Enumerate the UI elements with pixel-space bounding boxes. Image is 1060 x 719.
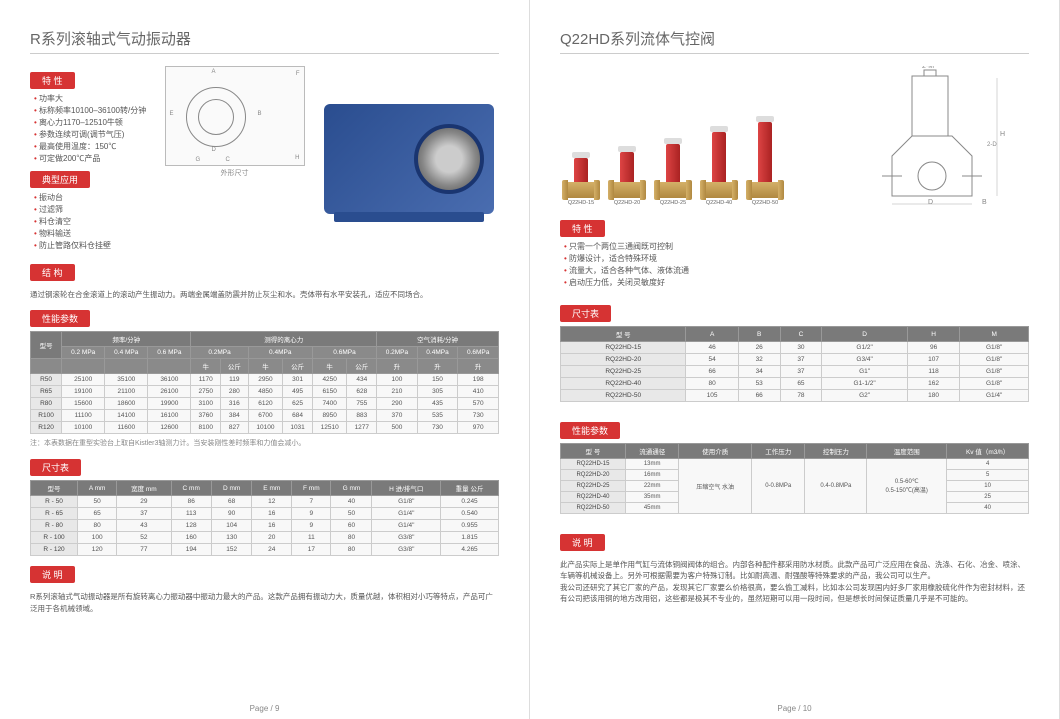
dim-caption: 外形尺寸 (221, 168, 249, 178)
page-right: Q22HD系列流体气控阀 Q22HD-15Q22HD-20Q22HD-25Q22… (530, 0, 1060, 719)
table-row: R651910021100261002750280485049561506282… (31, 386, 499, 398)
valve-item: Q22HD-50 (744, 116, 786, 206)
list-item: 振动台 (34, 192, 150, 204)
size-tag-right: 尺寸表 (560, 305, 611, 322)
list-item: 功率大 (34, 93, 150, 105)
table-row: R502510035100361001170119295030142504341… (31, 374, 499, 386)
valve-item: Q22HD-25 (652, 138, 694, 206)
svg-text:H: H (1000, 131, 1005, 138)
table-row: RQ22HD-501056678G2"180G1/4" (561, 390, 1029, 402)
desc-tag-right: 说 明 (560, 534, 605, 551)
features-list-right: 只需一个两位三通阀既可控制防爆设计，适合特殊环境流量大，适合各种气体、液体流通启… (560, 241, 1029, 289)
valve-item: Q22HD-15 (560, 152, 602, 206)
size-table: 型号A mm宽度 mmC mmD mmE mmF mmG mmH 进/排气口重量… (30, 480, 499, 556)
valve-row: Q22HD-15Q22HD-20Q22HD-25Q22HD-40Q22HD-50… (560, 66, 1029, 206)
features-tag: 特 性 (30, 72, 75, 89)
size-table-right: 型 号ABCDHMRQ22HD-15462630G1/2"96G1/8"RQ22… (560, 326, 1029, 402)
list-item: 物料输送 (34, 228, 150, 240)
table-row: RQ22HD-25663437G1"118G1/8" (561, 366, 1029, 378)
page-number-left: Page / 9 (250, 704, 280, 713)
table-row: R100111001410016100376038467006848950883… (31, 410, 499, 422)
table-row: R - 6565371139016950G1/4"0.540 (31, 508, 499, 520)
table-row: R - 12012077194152241780G3/8"4.265 (31, 544, 499, 556)
svg-text:D: D (928, 199, 933, 206)
list-item: 离心力1170–12510牛顿 (34, 117, 150, 129)
features-tag-right: 特 性 (560, 220, 605, 237)
size-tag-left: 尺寸表 (30, 459, 81, 476)
valve-images: Q22HD-15Q22HD-20Q22HD-25Q22HD-40Q22HD-50 (560, 66, 830, 206)
list-item: 启动压力低，关闭灵敏度好 (564, 277, 1029, 289)
list-item: 流量大，适合各种气体、液体流通 (564, 265, 1029, 277)
perf-note: 注：本表数据在重型实验台上取自Kistler3轴测力计。当安装刚性差时频率和力值… (30, 438, 499, 448)
struct-tag: 结 构 (30, 264, 75, 281)
list-item: 只需一个两位三通阀既可控制 (564, 241, 1029, 253)
perf-tag-right: 性能参数 (560, 422, 620, 439)
page-title-right: Q22HD系列流体气控阀 (560, 28, 1029, 54)
perf-tag: 性能参数 (30, 310, 90, 327)
table-row: R - 10010052160130201180G3/8"1.815 (31, 532, 499, 544)
desc-text-left: R系列滚轴式气动振动器是所有旋转离心力振动器中振动力最大的产品。这款产品拥有振动… (30, 591, 499, 614)
dimension-drawing: A B E G C D F H (165, 66, 305, 166)
list-item: 参数连续可调(调节气压) (34, 129, 150, 141)
features-list: 功率大标称频率10100–36100转/分钟离心力1170–12510牛顿参数连… (30, 93, 150, 165)
svg-text:B: B (982, 199, 987, 206)
product-image (324, 104, 494, 214)
list-item: 最高使用温度：150℃ (34, 141, 150, 153)
list-item: 防止管路仅料仓挂壁 (34, 240, 150, 252)
page-number-right: Page / 10 (777, 704, 811, 713)
list-item: 料仓清空 (34, 216, 150, 228)
apps-tag: 典型应用 (30, 171, 90, 188)
dimension-drawing-col: A B E G C D F H 外形尺寸 (160, 66, 309, 252)
page-title-left: R系列滚轴式气动振动器 (30, 28, 499, 54)
desc-tag-left: 说 明 (30, 566, 75, 583)
list-item: 防爆设计，适合特殊环境 (564, 253, 1029, 265)
table-row: R801560018600199003100316612062574007552… (31, 398, 499, 410)
valve-item: Q22HD-20 (606, 146, 648, 206)
table-row: RQ22HD-40805365G1-1/2"162G1/8" (561, 378, 1029, 390)
list-item: 过滤筛 (34, 204, 150, 216)
valve-item: Q22HD-40 (698, 126, 740, 206)
table-row: R120101001160012600810082710100103112510… (31, 422, 499, 434)
struct-text: 通过钢滚轮在合金滚道上的滚动产生振动力。两端金属端盖防震并防止灰尘和水。壳体带有… (30, 289, 499, 300)
list-item: 可定做200℃产品 (34, 153, 150, 165)
list-item: 标称频率10100–36100转/分钟 (34, 105, 150, 117)
product-image-col (319, 66, 499, 252)
valve-diagram: H 2-M 2-D D B (844, 66, 1029, 206)
svg-text:2-D: 2-D (987, 142, 997, 148)
svg-text:2-M: 2-M (922, 66, 934, 70)
features-col: 特 性 功率大标称频率10100–36100转/分钟离心力1170–12510牛… (30, 66, 150, 252)
table-row: RQ22HD-20543237G3/4"107G1/8" (561, 354, 1029, 366)
table-row: R - 80804312810416960G1/4"0.955 (31, 520, 499, 532)
table-row: RQ22HD-1513mm压缩空气 水油0-0.8MPa0.4-0.8MPa0.… (561, 459, 1029, 470)
performance-table: 型号频率/分钟测得的离心力空气消耗/分钟0.2 MPa0.4 MPa0.6 MP… (30, 331, 499, 434)
performance-table-right: 型 号流通通径使用介质工作压力控制压力温度范围Kv 值（m3/h）RQ22HD-… (560, 443, 1029, 514)
table-row: R - 505029866812740G1/8"0.245 (31, 496, 499, 508)
page-left: R系列滚轴式气动振动器 特 性 功率大标称频率10100–36100转/分钟离心… (0, 0, 530, 719)
desc-text-right: 此产品实际上是单作用气缸与流体铜阀阀体的组合。内部各种配件都采用防水材质。此款产… (560, 559, 1029, 604)
top-row: 特 性 功率大标称频率10100–36100转/分钟离心力1170–12510牛… (30, 66, 499, 252)
table-row: RQ22HD-15462630G1/2"96G1/8" (561, 342, 1029, 354)
apps-list: 振动台过滤筛料仓清空物料输送防止管路仅料仓挂壁 (30, 192, 150, 252)
